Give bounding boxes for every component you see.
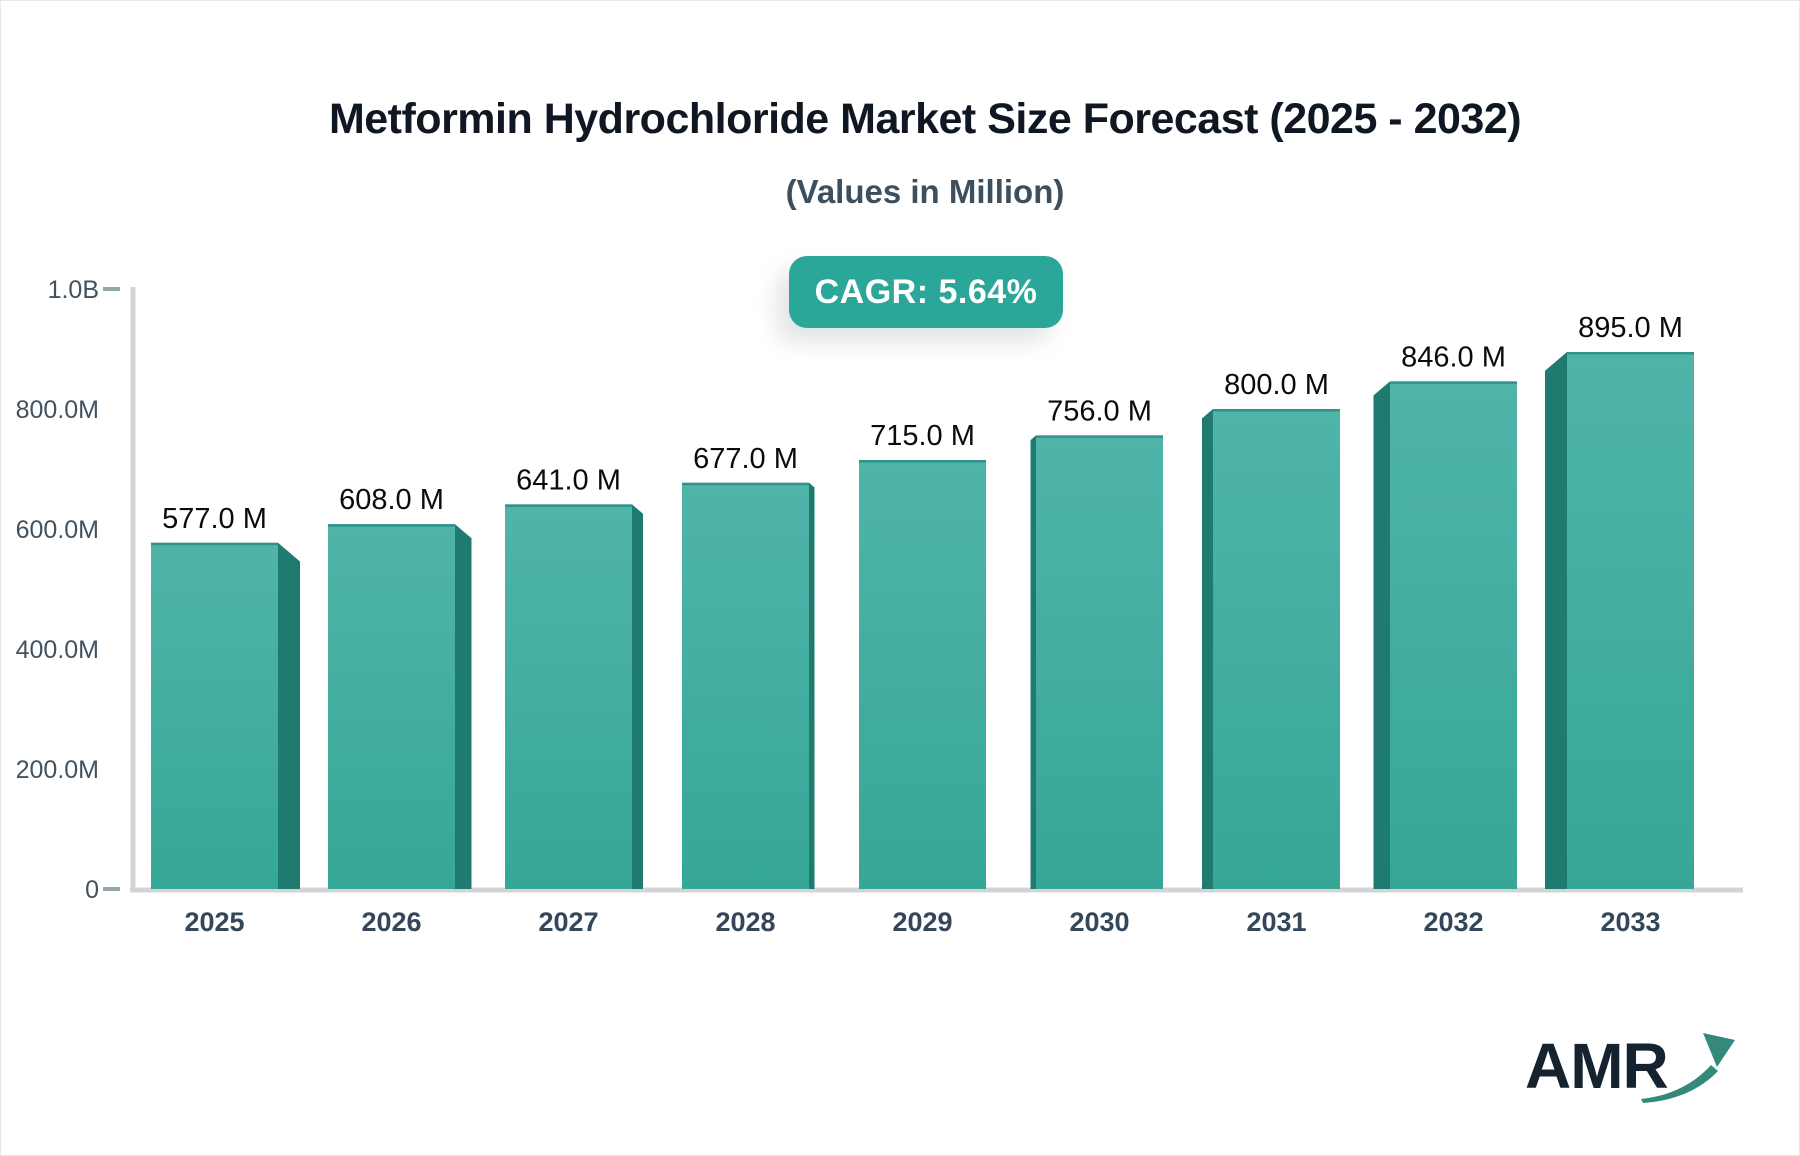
bar-value-label: 577.0 M xyxy=(162,503,267,535)
bar-2025 xyxy=(151,542,278,889)
x-axis-label: 2028 xyxy=(715,907,775,937)
y-axis-label: 600.0M xyxy=(16,516,99,544)
bar-value-label: 846.0 M xyxy=(1401,341,1506,373)
cagr-badge: CAGR: 5.64% xyxy=(789,256,1063,328)
y-axis-label: 1.0B xyxy=(48,276,99,304)
x-axis-label: 2032 xyxy=(1423,907,1483,937)
bar-side-face xyxy=(1373,381,1390,889)
bar-2026 xyxy=(328,524,455,889)
x-axis-label: 2025 xyxy=(184,907,244,937)
bar-2027 xyxy=(505,504,632,889)
bar-value-label: 756.0 M xyxy=(1047,395,1152,427)
chart-title: Metformin Hydrochloride Market Size Fore… xyxy=(328,95,1522,143)
bar-2030 xyxy=(1036,435,1163,889)
bar-side-face xyxy=(1545,352,1567,889)
y-axis-label: 0 xyxy=(85,876,99,904)
y-axis-label: 400.0M xyxy=(16,636,99,664)
bar-value-label: 715.0 M xyxy=(870,420,975,452)
y-axis-label: 800.0M xyxy=(16,396,99,424)
bar-side-face xyxy=(455,524,472,889)
bar-value-label: 641.0 M xyxy=(516,464,621,496)
bar-value-label: 677.0 M xyxy=(693,443,798,475)
logo-text: AMR xyxy=(1525,1030,1669,1102)
amr-logo: AMR xyxy=(1525,1029,1735,1119)
bar-value-label: 895.0 M xyxy=(1578,312,1683,344)
bar-value-label: 608.0 M xyxy=(339,484,444,516)
x-axis-label: 2033 xyxy=(1600,907,1660,937)
x-axis-label: 2031 xyxy=(1246,907,1306,937)
bar-side-face xyxy=(809,482,815,889)
x-axis-label: 2026 xyxy=(361,907,421,937)
x-axis-label: 2027 xyxy=(538,907,598,937)
bar-2032 xyxy=(1390,381,1517,889)
bar-2031 xyxy=(1213,409,1340,889)
chart-subtitle: (Values in Million) xyxy=(785,173,1065,210)
bar-side-face xyxy=(632,504,643,889)
bar-2033 xyxy=(1567,352,1694,889)
y-axis-label: 200.0M xyxy=(16,756,99,784)
bar-side-face xyxy=(1202,409,1213,889)
x-axis-label: 2029 xyxy=(892,907,952,937)
growth-arrow-icon xyxy=(1641,1033,1735,1103)
bar-2029 xyxy=(859,460,986,889)
bar-2028 xyxy=(682,482,809,889)
x-axis-label: 2030 xyxy=(1069,907,1129,937)
bar-side-face xyxy=(278,542,300,889)
bar-side-face xyxy=(1030,435,1036,889)
bar-value-label: 800.0 M xyxy=(1224,369,1329,401)
